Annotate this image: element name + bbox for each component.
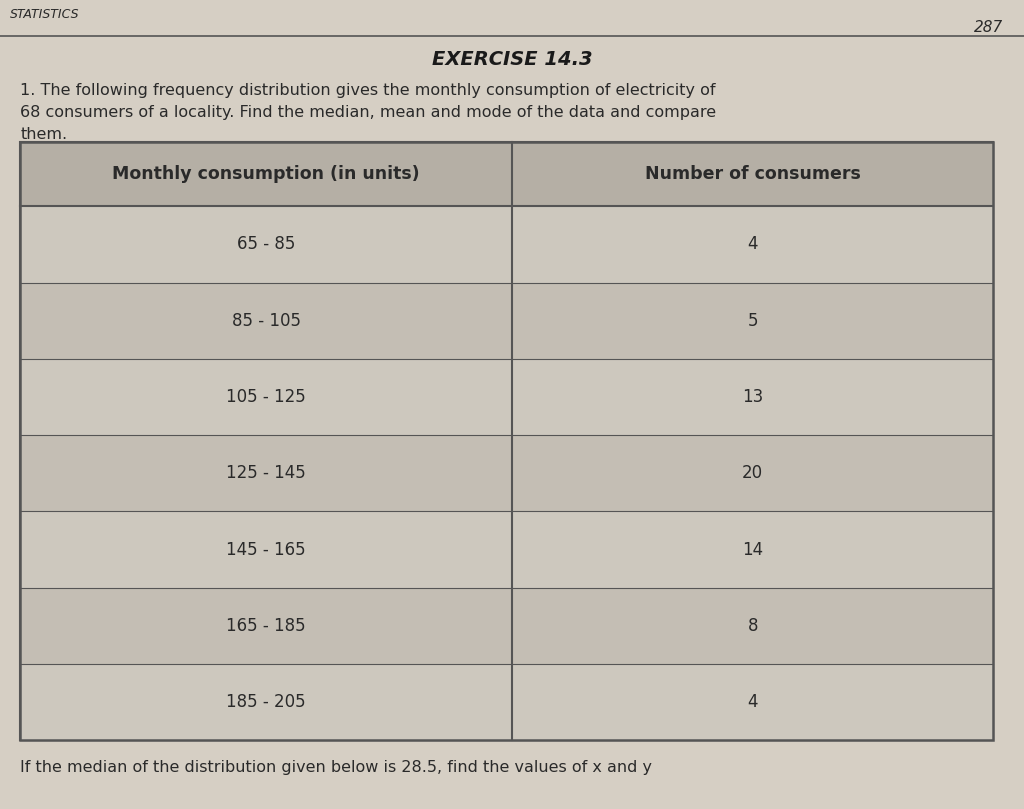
- FancyBboxPatch shape: [20, 511, 993, 587]
- Text: 13: 13: [742, 388, 763, 406]
- Text: 1. The following frequency distribution gives the monthly consumption of electri: 1. The following frequency distribution …: [20, 83, 716, 98]
- Text: 5: 5: [748, 311, 758, 330]
- Text: 8: 8: [748, 616, 758, 635]
- Text: 68 consumers of a locality. Find the median, mean and mode of the data and compa: 68 consumers of a locality. Find the med…: [20, 105, 717, 121]
- Text: 165 - 185: 165 - 185: [226, 616, 306, 635]
- FancyBboxPatch shape: [20, 206, 993, 282]
- Text: Monthly consumption (in units): Monthly consumption (in units): [113, 165, 420, 183]
- FancyBboxPatch shape: [20, 282, 993, 359]
- Text: 14: 14: [742, 540, 763, 558]
- Text: 65 - 85: 65 - 85: [237, 235, 296, 253]
- Text: 287: 287: [974, 20, 1004, 36]
- FancyBboxPatch shape: [20, 664, 993, 740]
- Text: 85 - 105: 85 - 105: [231, 311, 301, 330]
- Text: 125 - 145: 125 - 145: [226, 464, 306, 482]
- Text: 20: 20: [742, 464, 763, 482]
- Text: 185 - 205: 185 - 205: [226, 693, 306, 711]
- Text: If the median of the distribution given below is 28.5, find the values of x and : If the median of the distribution given …: [20, 760, 652, 776]
- Text: 105 - 125: 105 - 125: [226, 388, 306, 406]
- Text: STATISTICS: STATISTICS: [10, 8, 80, 21]
- FancyBboxPatch shape: [20, 435, 993, 511]
- FancyBboxPatch shape: [20, 142, 993, 740]
- Text: EXERCISE 14.3: EXERCISE 14.3: [432, 50, 592, 69]
- FancyBboxPatch shape: [20, 359, 993, 435]
- Text: 4: 4: [748, 235, 758, 253]
- Text: Number of consumers: Number of consumers: [645, 165, 860, 183]
- Text: 4: 4: [748, 693, 758, 711]
- Text: them.: them.: [20, 127, 68, 142]
- FancyBboxPatch shape: [20, 587, 993, 664]
- Text: 145 - 165: 145 - 165: [226, 540, 306, 558]
- FancyBboxPatch shape: [20, 142, 993, 206]
